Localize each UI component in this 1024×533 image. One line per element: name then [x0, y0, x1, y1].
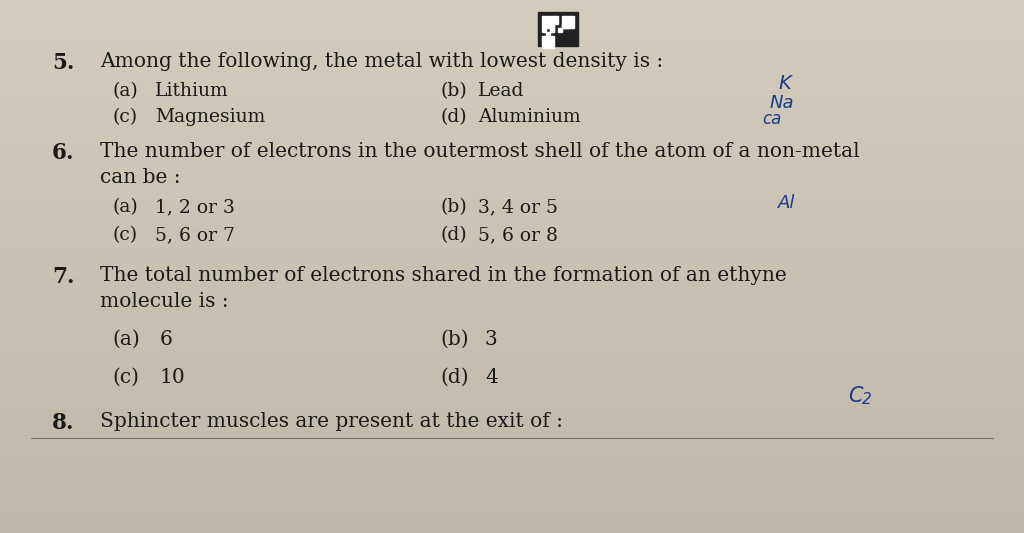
Text: 4: 4 — [485, 368, 498, 387]
Text: 3: 3 — [485, 330, 498, 349]
Text: Lithium: Lithium — [155, 82, 228, 100]
Text: (c): (c) — [112, 108, 137, 126]
Text: 2: 2 — [862, 392, 871, 407]
Bar — [562, 24, 570, 28]
Text: The total number of electrons shared in the formation of an ethyne: The total number of electrons shared in … — [100, 266, 786, 285]
Text: K: K — [778, 74, 791, 93]
Text: Al: Al — [778, 194, 796, 212]
Text: 7.: 7. — [52, 266, 75, 288]
Bar — [554, 20, 558, 24]
Text: (d): (d) — [440, 368, 469, 387]
Text: 5.: 5. — [52, 52, 75, 74]
Text: 6.: 6. — [52, 142, 75, 164]
Text: (a): (a) — [112, 82, 138, 100]
Text: 5, 6 or 7: 5, 6 or 7 — [155, 226, 234, 244]
Text: (c): (c) — [112, 226, 137, 244]
Bar — [562, 16, 574, 28]
Bar — [546, 32, 550, 40]
Bar — [546, 20, 550, 24]
Text: (d): (d) — [440, 108, 467, 126]
Bar — [554, 16, 558, 20]
Text: (b): (b) — [440, 330, 469, 349]
Text: 3, 4 or 5: 3, 4 or 5 — [478, 198, 558, 216]
Bar — [550, 28, 554, 32]
Text: (a): (a) — [112, 198, 138, 216]
Text: 1, 2 or 3: 1, 2 or 3 — [155, 198, 234, 216]
Text: (c): (c) — [112, 368, 139, 387]
Text: 5, 6 or 8: 5, 6 or 8 — [478, 226, 558, 244]
Text: Among the following, the metal with lowest density is :: Among the following, the metal with lowe… — [100, 52, 664, 71]
Text: Aluminium: Aluminium — [478, 108, 581, 126]
Text: (d): (d) — [440, 226, 467, 244]
Text: (b): (b) — [440, 82, 467, 100]
Text: Lead: Lead — [478, 82, 524, 100]
Bar — [550, 24, 554, 32]
Text: The number of electrons in the outermost shell of the atom of a non-metal: The number of electrons in the outermost… — [100, 142, 859, 161]
Bar — [546, 40, 550, 44]
Text: molecule is :: molecule is : — [100, 292, 228, 311]
Text: C: C — [848, 386, 862, 406]
Bar — [542, 28, 546, 32]
Text: can be :: can be : — [100, 168, 180, 187]
Bar — [566, 20, 570, 24]
Bar — [542, 36, 554, 48]
Text: (a): (a) — [112, 330, 139, 349]
Text: Sphincter muscles are present at the exit of :: Sphincter muscles are present at the exi… — [100, 412, 563, 431]
Bar — [538, 12, 578, 46]
Text: Na: Na — [770, 94, 795, 112]
Text: 6: 6 — [160, 330, 173, 349]
Bar — [558, 28, 562, 32]
Text: Magnesium: Magnesium — [155, 108, 265, 126]
Text: ca: ca — [762, 110, 781, 128]
Text: 10: 10 — [160, 368, 185, 387]
Bar — [542, 16, 554, 28]
Text: 8.: 8. — [52, 412, 75, 434]
Text: (b): (b) — [440, 198, 467, 216]
